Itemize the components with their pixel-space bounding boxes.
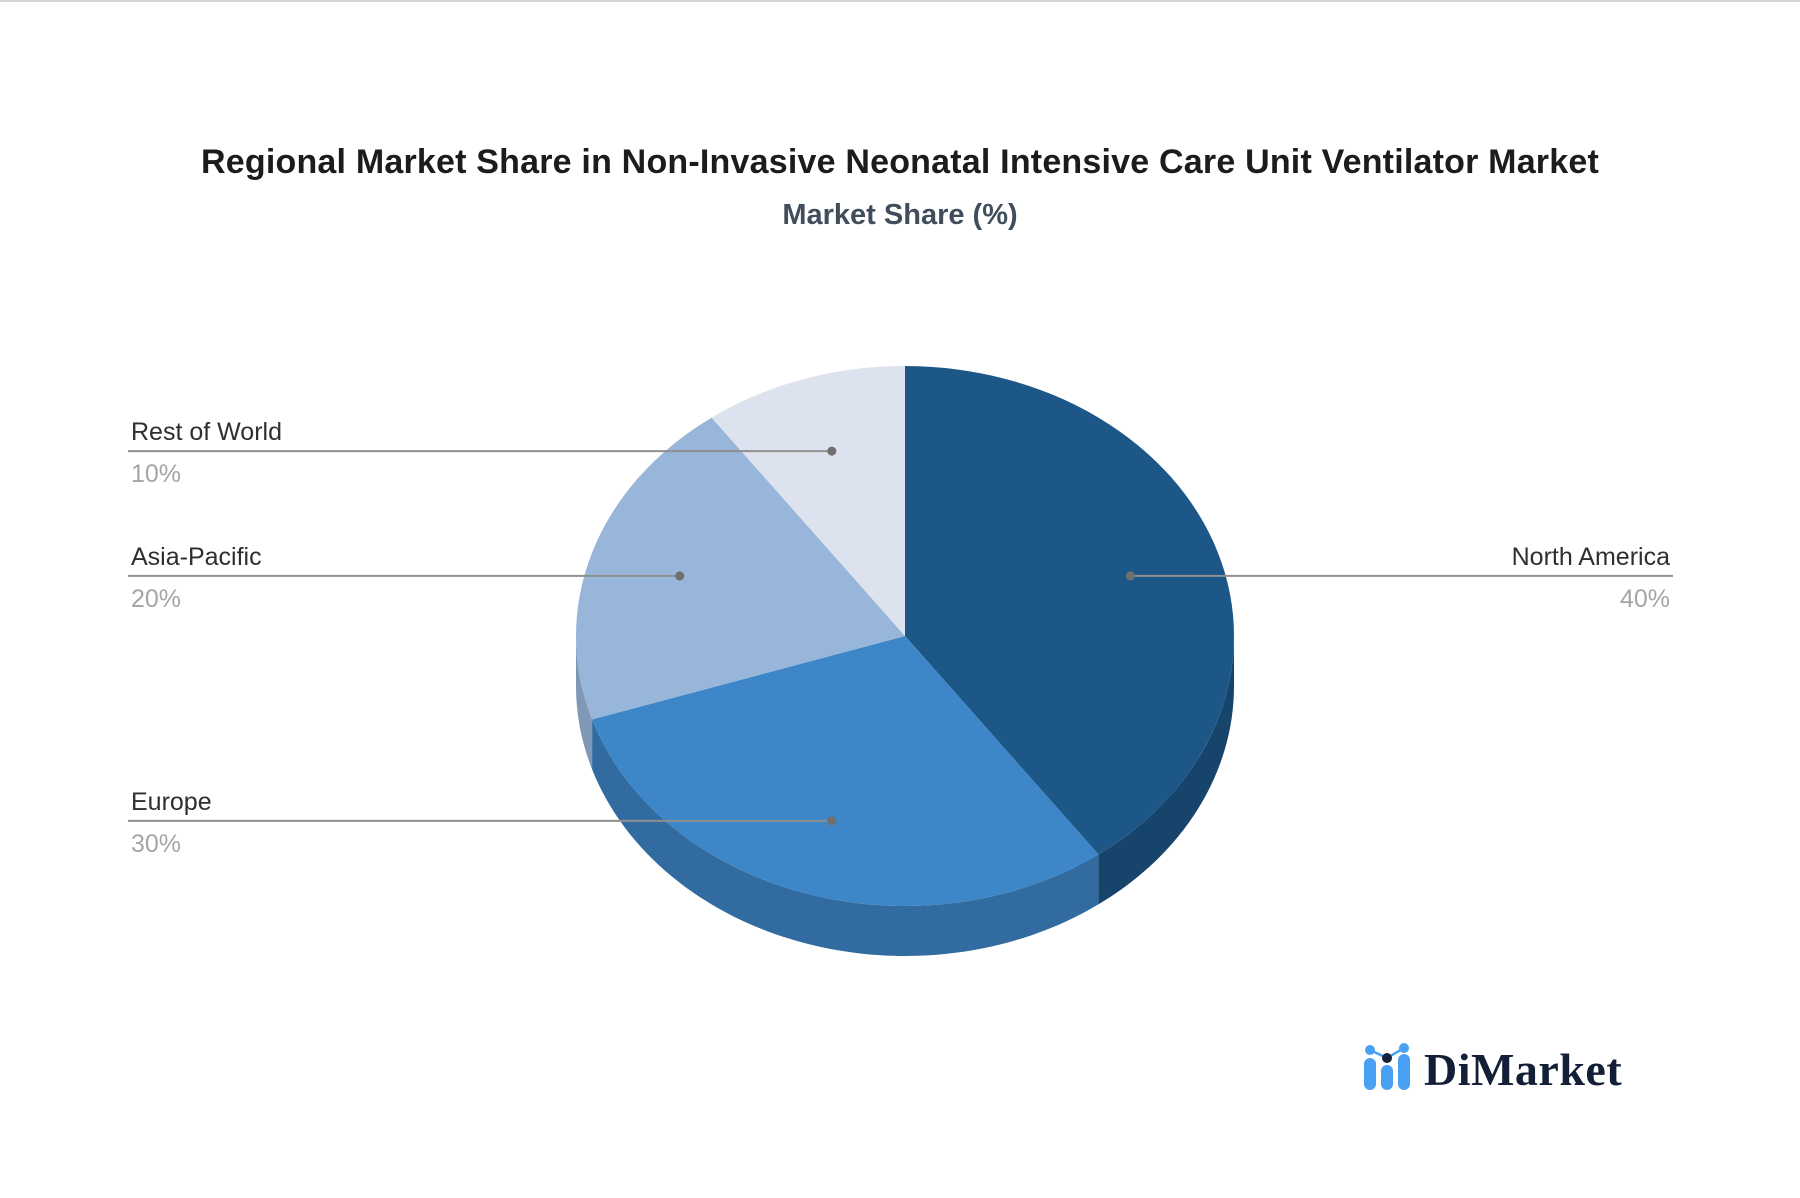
chart-subtitle: Market Share (%) — [782, 199, 1018, 231]
chart-title: Regional Market Share in Non-Invasive Ne… — [201, 143, 1599, 181]
logo-dot-icon — [1382, 1053, 1392, 1063]
callout-dot-rest-of-world — [827, 446, 837, 456]
slice-value-europe: 30% — [131, 830, 181, 858]
slice-label-rest-of-world: Rest of World — [131, 418, 282, 446]
pie-slice-asia-pacific[interactable] — [576, 417, 905, 720]
dimarket-logo-icon — [1364, 1043, 1410, 1090]
logo-text: DiMarket — [1424, 1044, 1623, 1095]
pie-slice-rest-of-world[interactable] — [711, 366, 905, 636]
slice-value-rest-of-world: 10% — [131, 460, 181, 488]
logo-dot-icon — [1365, 1045, 1375, 1055]
logo-bar-icon — [1398, 1054, 1410, 1090]
slice-value-north-america: 40% — [1620, 585, 1670, 613]
slice-label-north-america: North America — [1512, 543, 1670, 571]
slice-value-asia-pacific: 20% — [131, 585, 181, 613]
callout-dot-north-america — [1125, 571, 1135, 581]
logo-bar-icon — [1381, 1065, 1393, 1090]
slice-label-asia-pacific: Asia-Pacific — [131, 543, 262, 571]
pie-slice-north-america[interactable] — [905, 366, 1234, 855]
pie-slice-side-north-america — [1098, 636, 1234, 905]
dimarket-logo: DiMarket — [1362, 1042, 1622, 1096]
slice-label-europe: Europe — [131, 788, 212, 816]
logo-dot-icon — [1399, 1043, 1409, 1053]
pie-slice-side-asia-pacific — [576, 636, 593, 770]
pie-slice-europe[interactable] — [592, 636, 1099, 907]
callout-dot-europe — [827, 816, 837, 826]
callout-dot-asia-pacific — [675, 571, 685, 581]
logo-bar-icon — [1364, 1058, 1376, 1090]
pie-slice-side-europe — [592, 719, 1099, 956]
